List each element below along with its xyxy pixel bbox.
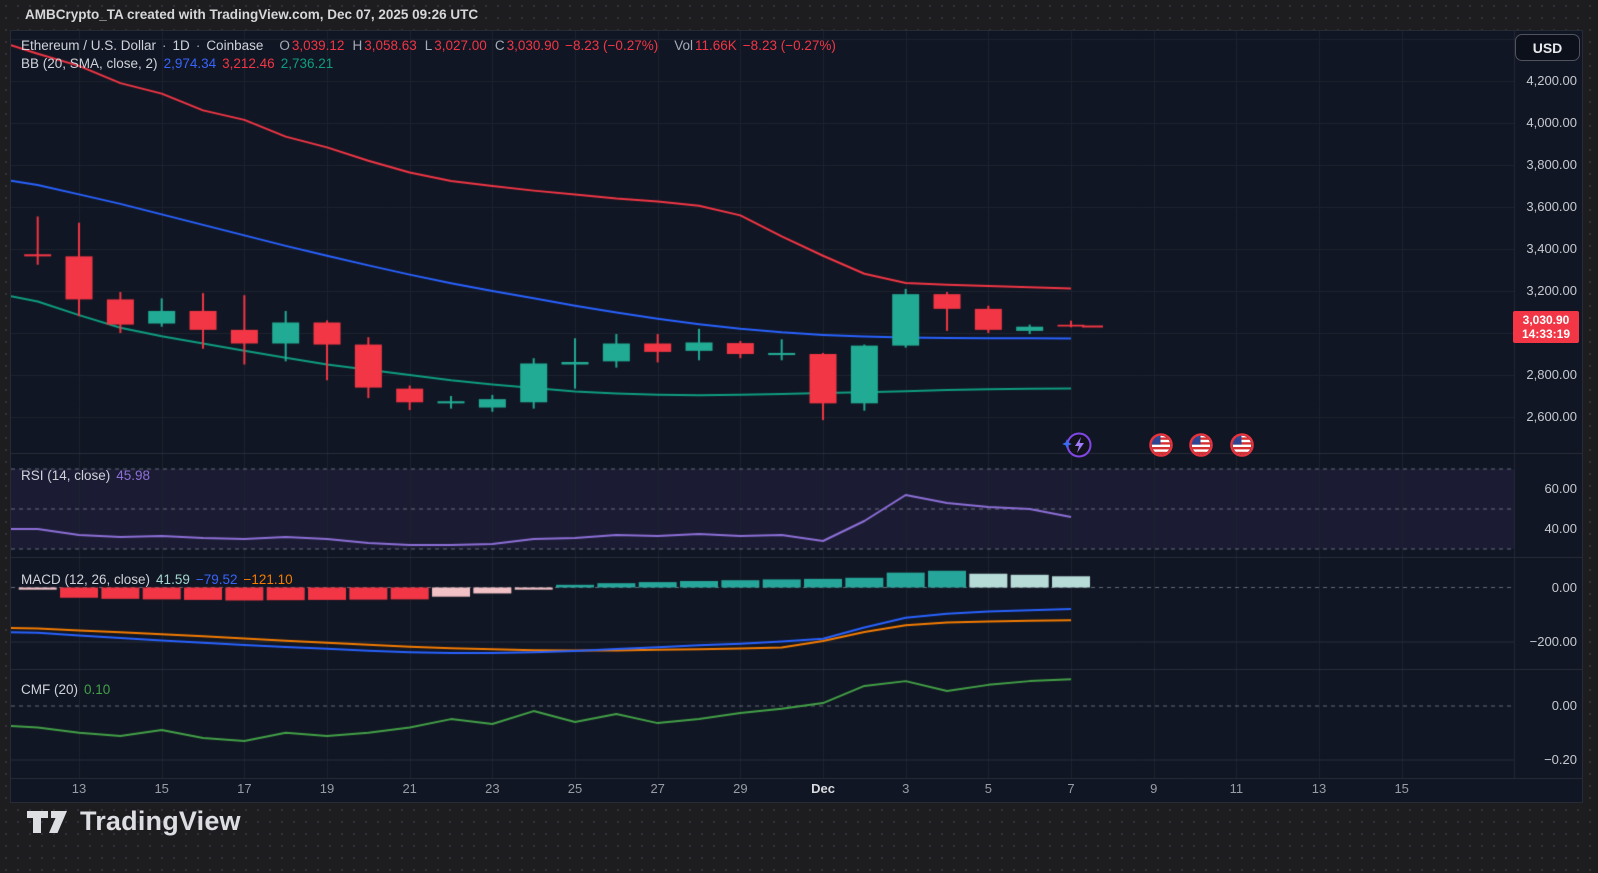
tradingview-chart-widget: Ethereum / U.S. Dollar · 1D · Coinbase O…	[10, 30, 1583, 803]
close-value: 3,030.90	[506, 38, 560, 53]
us-flag-economic-event-icon	[1149, 433, 1173, 457]
economic-event-icon[interactable]	[1187, 431, 1215, 464]
economic-event-icon[interactable]	[1147, 431, 1175, 464]
high-value: 3,058.63	[364, 38, 417, 53]
bb-label[interactable]: BB (20, SMA, close, 2)	[21, 56, 158, 71]
rsi-label[interactable]: RSI (14, close)	[21, 468, 111, 483]
chart-plot-canvas[interactable]	[11, 31, 1582, 802]
price-axis-label: 3,400.00	[1526, 241, 1577, 256]
rsi-axis-label: 60.00	[1544, 481, 1577, 496]
rsi-value: 45.98	[116, 468, 151, 483]
time-axis-label: 13	[71, 781, 87, 796]
macd-line-value: −79.52	[195, 572, 238, 587]
open-value: 3,039.12	[291, 38, 345, 53]
us-flag-economic-event-icon	[1230, 433, 1254, 457]
last-price-value: 3,030.90	[1522, 313, 1570, 327]
low-value: 3,027.00	[434, 38, 487, 53]
price-axis-label: 2,800.00	[1526, 367, 1577, 382]
rsi-legend-row[interactable]: RSI (14, close) 45.98	[21, 468, 150, 483]
tradingview-logo[interactable]: TradingView	[27, 806, 241, 837]
legend-separator: ·	[162, 38, 167, 53]
time-axis-label: 27	[650, 781, 665, 796]
tradingview-logo-text: TradingView	[80, 806, 241, 836]
time-axis-label: 11	[1229, 781, 1244, 796]
exchange-label[interactable]: Coinbase	[206, 38, 264, 53]
cmf-axis-label: −0.20	[1544, 751, 1577, 767]
rsi-axis-label: 40.00	[1544, 521, 1577, 536]
volume-change: −8.23 (−0.27%)	[742, 38, 836, 53]
volume-value: 11.66K	[695, 38, 737, 53]
low-label: L	[424, 38, 433, 53]
open-label: O	[279, 38, 290, 53]
time-axis-label: 17	[237, 781, 252, 796]
attribution-note: AMBCrypto_TA created with TradingView.co…	[25, 7, 479, 22]
time-axis-label: 13	[1311, 781, 1327, 796]
price-axis-label: 4,200.00	[1526, 73, 1577, 88]
close-label: C	[494, 38, 505, 53]
high-label: H	[352, 38, 363, 53]
macd-legend-row[interactable]: MACD (12, 26, close) 41.59 −79.52 −121.1…	[21, 572, 293, 587]
symbol-legend-row[interactable]: Ethereum / U.S. Dollar · 1D · Coinbase O…	[21, 38, 836, 53]
lightning-event-icon	[1062, 432, 1092, 458]
bb-basis-value: 2,974.34	[163, 56, 217, 71]
symbol-title[interactable]: Ethereum / U.S. Dollar	[21, 38, 157, 53]
currency-unit-button[interactable]: USD	[1515, 34, 1580, 61]
us-flag-economic-event-icon	[1189, 433, 1213, 457]
bb-legend-row[interactable]: BB (20, SMA, close, 2) 2,974.34 3,212.46…	[21, 56, 333, 71]
price-axis-label: 4,000.00	[1526, 115, 1577, 130]
time-axis-label: 5	[984, 781, 992, 796]
macd-signal-value: −121.10	[243, 572, 293, 587]
bb-upper-value: 3,212.46	[222, 56, 275, 71]
macd-hist-value: 41.59	[156, 572, 190, 587]
time-axis-label: 3	[902, 781, 910, 796]
time-axis-label: 7	[1067, 781, 1075, 796]
cmf-value: 0.10	[84, 682, 111, 697]
cmf-label[interactable]: CMF (20)	[21, 682, 78, 697]
crypto-event-icon[interactable]	[1060, 431, 1094, 464]
interval-label[interactable]: 1D	[172, 38, 190, 53]
legend-separator: ·	[195, 38, 201, 53]
time-axis-label: 21	[402, 781, 417, 796]
time-axis-label: 25	[567, 781, 583, 796]
cmf-axis-label: 0.00	[1551, 698, 1577, 713]
volume-label: Vol	[674, 38, 693, 53]
time-axis-label: 15	[154, 781, 169, 796]
time-axis-label: Dec	[811, 781, 835, 796]
tradingview-logo-icon	[27, 810, 67, 833]
time-axis-label: 15	[1394, 781, 1409, 796]
time-axis-label: 23	[485, 781, 500, 796]
price-axis-label: 3,600.00	[1526, 199, 1577, 214]
change-value: −8.23 (−0.27%)	[565, 38, 659, 53]
last-price-tag: 3,030.90 14:33:19	[1513, 311, 1579, 343]
economic-event-icon[interactable]	[1228, 431, 1256, 464]
price-axis-label: 3,200.00	[1526, 283, 1577, 298]
time-axis-label: 9	[1150, 781, 1158, 796]
macd-axis-label: −200.00	[1529, 633, 1577, 649]
macd-label[interactable]: MACD (12, 26, close)	[21, 572, 151, 587]
price-axis-label: 2,600.00	[1526, 409, 1577, 424]
price-axis-label: 3,800.00	[1526, 157, 1577, 172]
time-axis-label: 19	[319, 781, 335, 796]
macd-axis-label: 0.00	[1551, 579, 1577, 595]
time-axis-label: 29	[733, 781, 748, 796]
bb-lower-value: 2,736.21	[280, 56, 334, 71]
bar-countdown-timer: 14:33:19	[1521, 327, 1571, 341]
cmf-legend-row[interactable]: CMF (20) 0.10	[21, 682, 110, 697]
